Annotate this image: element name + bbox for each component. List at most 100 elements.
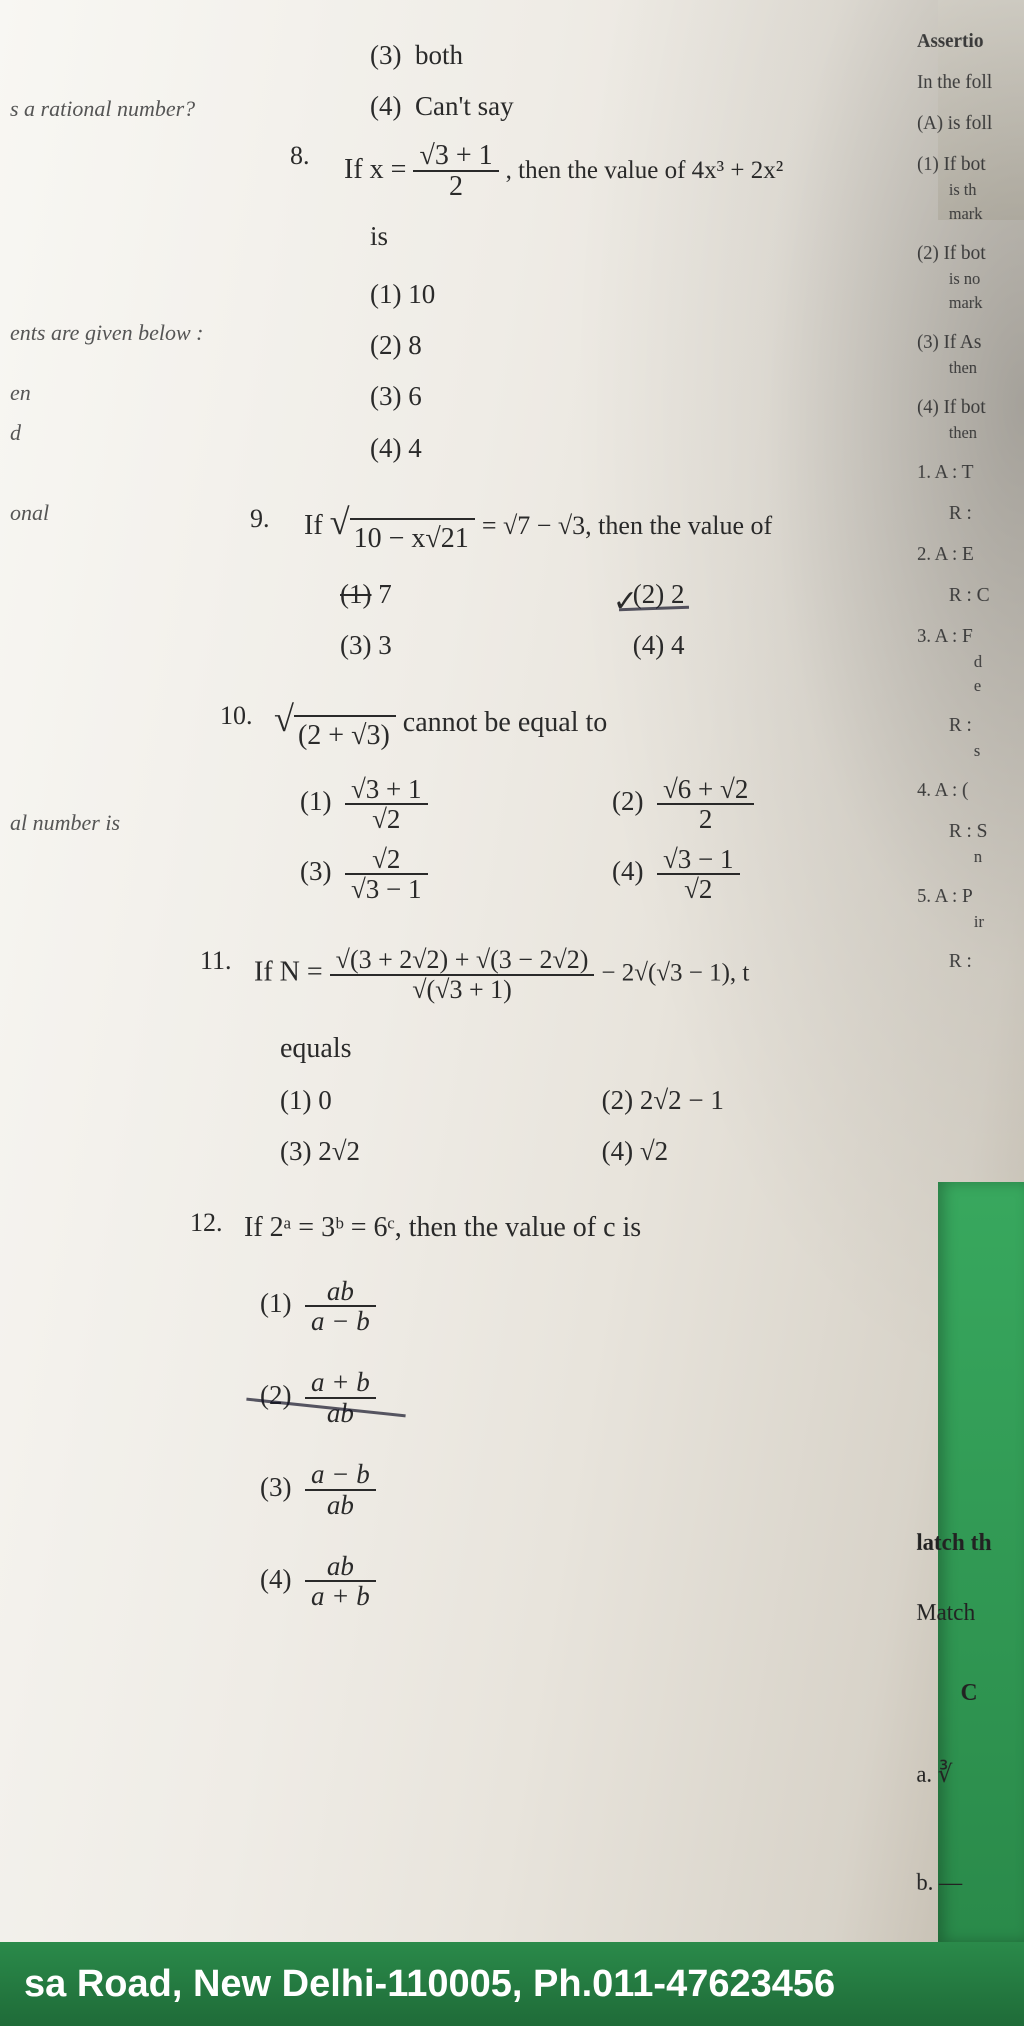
bleed-line: R :	[917, 950, 1023, 974]
opt-frac: a + bab	[305, 1368, 376, 1427]
pen-tick: ✓	[613, 573, 638, 630]
opt-label: (4)	[260, 1564, 291, 1594]
q10-opt1: (1) √3 + 1√2	[300, 766, 612, 836]
margin-frag: ents are given below :	[10, 320, 203, 346]
radical-icon: √	[274, 701, 294, 737]
q9-opt1: (1) 7	[340, 569, 633, 620]
opt-label: (3)	[340, 630, 371, 660]
q11-fraction: √(3 + 2√2) + √(3 − 2√2) √(√3 + 1)	[330, 946, 595, 1003]
bleed-line: then	[917, 423, 1023, 443]
q9-opt2: ✓ (2) 2	[633, 569, 926, 620]
bleed-line: then	[917, 358, 1023, 378]
q9: 9. If √ 10 − x√21 = √7 − √3, then the va…	[250, 504, 950, 559]
bleed-line: In the foll	[917, 71, 1023, 95]
opt-text: 2√2 − 1	[640, 1085, 724, 1115]
opt-label: (3)	[370, 381, 401, 411]
q8: 8. If x = √3 + 1 2 , then the value of 4…	[290, 141, 950, 202]
q11-opt3: (3) 2√2	[280, 1126, 602, 1177]
opt-label: (3)	[260, 1472, 291, 1502]
opt-label: (1)	[280, 1085, 311, 1115]
bleed-line: e	[917, 676, 1023, 696]
opt-label: (2)	[602, 1085, 633, 1115]
q11-opt4: (4) √2	[602, 1126, 924, 1177]
q8-opt4: (4) 4	[370, 423, 950, 474]
q9-number: 9.	[250, 504, 300, 534]
q8-opt1: (1) 10	[370, 269, 950, 320]
opt-frac: √3 + 1√2	[345, 775, 428, 834]
opt-label: (2)	[612, 786, 643, 816]
frac-num: √6 + √2	[657, 775, 754, 805]
q11: 11. If N = √(3 + 2√2) + √(3 − 2√2) √(√3 …	[200, 946, 950, 1003]
q9-sqrt: √ 10 − x√21	[330, 504, 475, 559]
opt-text: 7	[378, 579, 392, 609]
opt-label: (4)	[370, 433, 401, 463]
q8-is: is	[370, 211, 950, 262]
q12: 12. If 2ᵃ = 3ᵇ = 6ᶜ, then the value of c…	[190, 1208, 950, 1249]
opt-text: 8	[408, 330, 422, 360]
q10: 10. √ (2 + √3) cannot be equal to	[220, 701, 950, 756]
opt-text: 2	[671, 579, 685, 609]
bleed-line: (A) is foll	[917, 112, 1023, 136]
page: s a rational number? ents are given belo…	[0, 0, 1024, 2026]
frac-den: a − b	[305, 1307, 376, 1335]
bleed-line: is th	[917, 180, 1023, 200]
q9-text: If √ 10 − x√21 = √7 − √3, then the value…	[304, 504, 772, 559]
bleed-heading: Assertio	[917, 30, 1023, 54]
opt-text: √2	[640, 1136, 668, 1166]
opt-text: 3	[378, 630, 392, 660]
match-row-b: b. —	[916, 1870, 1024, 1898]
frac-num: ab	[305, 1277, 376, 1307]
bleed-line: R : S	[917, 820, 1023, 844]
opt-label: (3)	[300, 856, 331, 886]
bleed-line: n	[917, 847, 1023, 867]
green-side-strip	[938, 1182, 1024, 1942]
margin-frag: al number is	[10, 810, 120, 836]
q8-fraction: √3 + 1 2	[413, 141, 498, 202]
q8-opt2: (2) 8	[370, 320, 950, 371]
margin-frag: onal	[10, 500, 49, 526]
opt-text: both	[415, 40, 463, 70]
footer-text: sa Road, New Delhi-110005, Ph.011-476234…	[24, 1963, 835, 2006]
opt-label: (4)	[602, 1136, 633, 1166]
q11-text: If N = √(3 + 2√2) + √(3 − 2√2) √(√3 + 1)…	[254, 946, 749, 1003]
q8-text: If x = √3 + 1 2 , then the value of 4x³ …	[344, 141, 783, 202]
bleed-line: 4. A : (	[917, 779, 1023, 803]
frac-num: a + b	[305, 1368, 376, 1398]
frac-den: 2	[657, 805, 754, 833]
content-column: (3) both (4) Can't say 8. If x = √3 + 1 …	[190, 30, 950, 1625]
opt-frac: a − bab	[305, 1460, 376, 1519]
bleed-line: 2. A : E	[917, 543, 1023, 567]
frac-num: √3 + 1	[413, 141, 498, 172]
q12-options: (1) aba − b (2) a + bab (3) a − bab (4) …	[260, 1258, 950, 1625]
bleed-line: 1. A : T	[917, 461, 1023, 485]
radical-icon: √	[330, 504, 350, 540]
frac-den: √2	[657, 875, 740, 903]
opt-frac: √2√3 − 1	[345, 845, 428, 904]
q10-opt3: (3) √2√3 − 1	[300, 836, 612, 906]
q7-opt3: (3) both	[370, 30, 950, 81]
q11-equals: equals	[280, 1033, 950, 1065]
frac-den: √3 − 1	[345, 875, 428, 903]
q9-text-b: = √7 − √3, then the value of	[482, 511, 772, 540]
q10-number: 10.	[220, 701, 270, 731]
bleed-line: (3) If As	[917, 331, 1023, 355]
opt-label: (1)	[300, 786, 331, 816]
margin-frag: d	[10, 420, 21, 446]
q8-options: is (1) 10 (2) 8 (3) 6 (4) 4	[370, 211, 950, 473]
q8-opt3: (3) 6	[370, 371, 950, 422]
opt-text: 2√2	[318, 1136, 360, 1166]
opt-label: (4)	[612, 856, 643, 886]
opt-label: (1)	[260, 1288, 291, 1318]
opt-frac: aba − b	[305, 1277, 376, 1336]
opt-text: Can't say	[415, 91, 514, 121]
frac-den: √(√3 + 1)	[330, 976, 595, 1003]
bleed-line: ir	[917, 912, 1023, 932]
bleed-line: (4) If bot	[917, 396, 1023, 420]
margin-frag: en	[10, 380, 31, 406]
frac-den: √2	[345, 805, 428, 833]
q10-opt2: (2) √6 + √22	[612, 766, 924, 836]
opt-label: (3)	[280, 1136, 311, 1166]
q11-opt2: (2) 2√2 − 1	[602, 1075, 924, 1126]
q12-text: If 2ᵃ = 3ᵇ = 6ᶜ, then the value of c is	[244, 1208, 641, 1249]
match-heading-2: Match	[916, 1600, 1024, 1628]
